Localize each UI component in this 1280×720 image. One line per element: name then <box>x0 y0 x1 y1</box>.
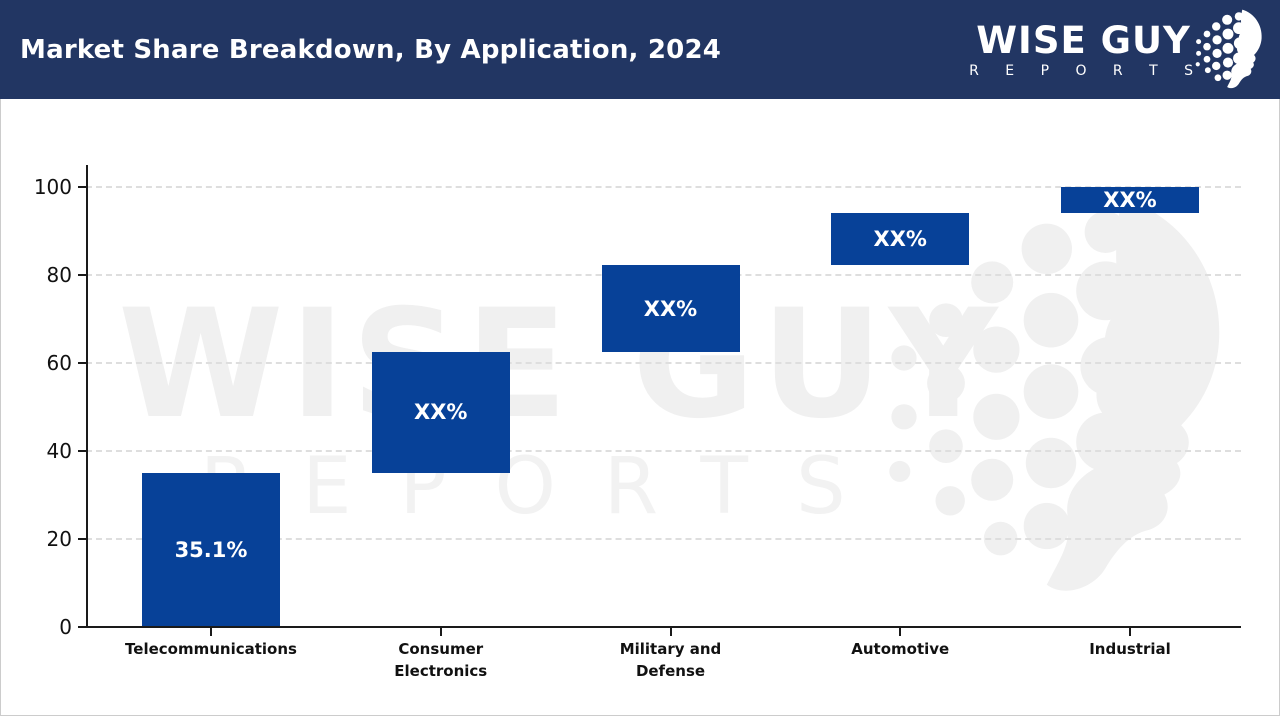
x-axis-tickmark <box>439 628 442 636</box>
bar-segment: XX% <box>1061 187 1199 213</box>
bar-value-label: XX% <box>643 296 698 321</box>
x-axis-tickmark <box>899 628 902 636</box>
y-axis-tickmark <box>78 362 86 364</box>
gridline-60 <box>86 362 1241 364</box>
watermark-face-icon <box>889 198 1220 591</box>
watermark-reports-text: REPORTS <box>200 442 894 532</box>
bar-value-label: XX% <box>873 227 927 252</box>
gridline-20 <box>86 538 1241 540</box>
y-axis-tick-label: 80 <box>46 263 72 287</box>
brand-name: WISE GUY <box>976 19 1191 62</box>
y-axis-tick-label: 40 <box>46 439 72 463</box>
bar-segment: XX% <box>601 265 740 352</box>
y-axis-tick-label: 60 <box>46 351 72 375</box>
category-label: Military and Defense <box>619 640 722 680</box>
brand-logo: WISE GUY R E P O R T S <box>963 8 1266 92</box>
brand-logo-text: WISE GUY R E P O R T S <box>963 19 1204 80</box>
page-title: Market Share Breakdown, By Application, … <box>20 34 722 65</box>
y-axis-tick-label: 20 <box>46 527 72 551</box>
y-axis-tickmark <box>78 450 86 452</box>
y-axis-line <box>86 165 88 628</box>
bar-value-label: XX% <box>1103 187 1157 212</box>
y-axis-tick-label: 0 <box>59 615 72 639</box>
category-label: Consumer Electronics <box>394 640 488 680</box>
brand-face-icon <box>1195 9 1262 89</box>
category-label: Automotive <box>851 640 950 658</box>
bar-value-label: 35.1% <box>174 537 248 562</box>
x-axis-line <box>86 626 1241 628</box>
gridline-40 <box>86 450 1241 452</box>
bar-value-label: XX% <box>414 400 468 425</box>
y-axis-tickmark <box>78 274 86 276</box>
x-axis-tickmark <box>1129 628 1131 636</box>
brand-subtitle: R E P O R T S <box>969 63 1204 79</box>
gridline-100 <box>86 186 1241 188</box>
watermark-wiseguy-text: WISE GUY <box>118 278 1004 452</box>
y-axis-tickmark <box>78 538 86 540</box>
y-axis-tickmark <box>78 626 86 628</box>
bar-segment: XX% <box>831 212 970 266</box>
category-label: Telecommunications <box>125 640 297 658</box>
bar-segment: XX% <box>371 352 510 473</box>
y-axis-tickmark <box>78 186 86 188</box>
bar-segment: 35.1% <box>142 472 280 627</box>
x-axis-tickmark <box>669 628 672 636</box>
category-label: Industrial <box>1089 640 1171 658</box>
y-axis-tick-label: 100 <box>33 175 72 199</box>
header-bar: Market Share Breakdown, By Application, … <box>0 0 1280 99</box>
x-axis-tickmark <box>210 628 212 636</box>
